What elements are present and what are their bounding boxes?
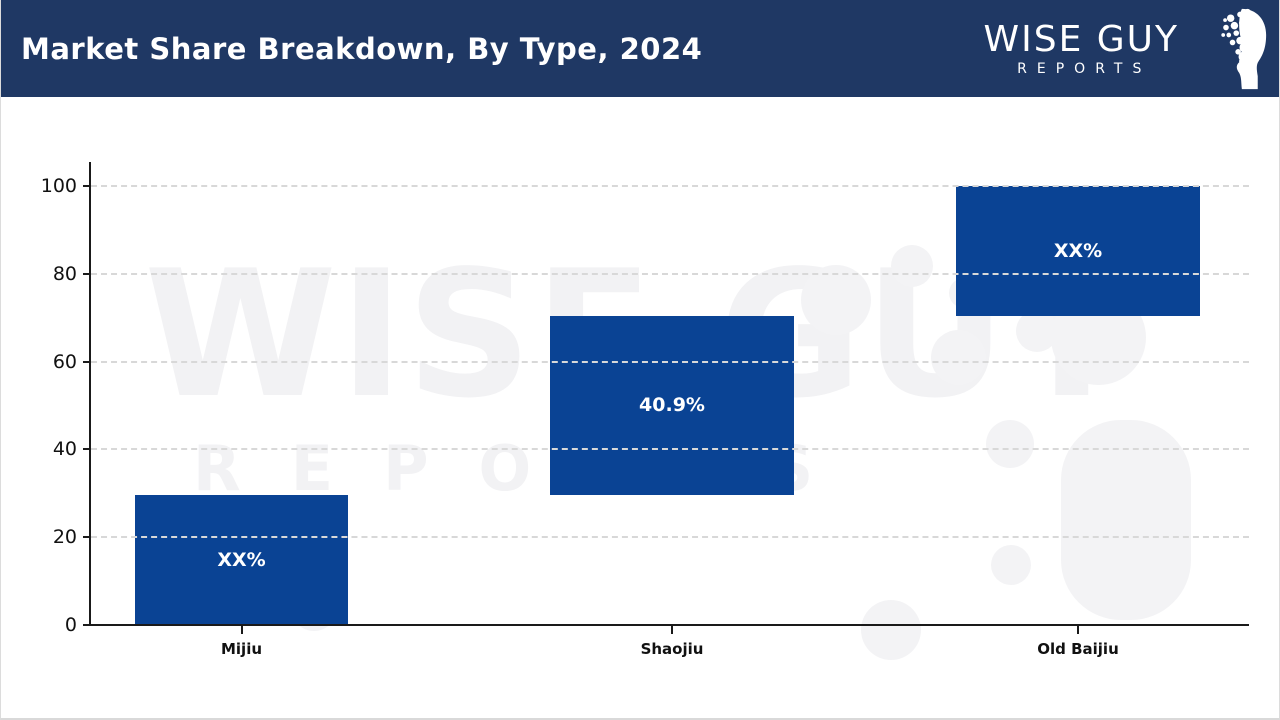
x-axis-category-label: Mijiu — [220, 640, 263, 658]
bar-value-label: 40.9% — [639, 394, 705, 417]
x-axis-category-label: Old Baijiu — [1037, 640, 1119, 658]
y-axis-tick-label: 60 — [52, 350, 77, 373]
logo-text: WISE GUY REPORTS — [983, 19, 1180, 78]
header-bar: Market Share Breakdown, By Type, 2024 WI… — [1, 0, 1279, 97]
x-axis-tick — [240, 626, 243, 634]
bar-shaojiu — [550, 315, 794, 496]
logo-subtitle: REPORTS — [1017, 61, 1152, 77]
watermark-dot — [931, 330, 986, 385]
x-axis-category-label: Shaojiu — [640, 640, 704, 658]
gridline-100 — [91, 185, 1249, 187]
watermark-dot — [891, 245, 933, 287]
y-axis-tick — [83, 448, 91, 451]
bar-value-label: XX% — [1053, 239, 1103, 262]
watermark-dot — [801, 265, 871, 335]
y-axis-tick-label: 20 — [52, 526, 77, 549]
x-axis-tick — [1077, 626, 1079, 634]
dotted-face-icon — [1221, 8, 1267, 90]
bar-value-label: XX% — [217, 549, 266, 572]
watermark-dot — [861, 600, 921, 660]
y-axis-tick-label: 80 — [52, 262, 77, 285]
gridline-20 — [91, 536, 1249, 539]
x-axis-tick — [671, 626, 673, 634]
y-axis-tick-label: 0 — [64, 614, 77, 636]
bar-old-baijiu — [956, 186, 1200, 316]
watermark-dot — [986, 420, 1034, 468]
page-title: Market Share Breakdown, By Type, 2024 — [21, 31, 703, 66]
gridline-40 — [91, 448, 1249, 451]
gridline-80 — [91, 272, 1249, 275]
y-axis-tick-label: 100 — [40, 175, 77, 197]
bar-mijiu — [135, 495, 348, 625]
x-axis-line — [89, 624, 1249, 626]
y-axis-line — [89, 162, 91, 626]
y-axis-tick — [83, 360, 91, 363]
wise-guy-reports-logo: WISE GUY REPORTS — [984, 6, 1269, 92]
watermark-dot — [1061, 420, 1191, 620]
y-axis-tick — [83, 272, 91, 275]
watermark-dot — [991, 545, 1031, 585]
y-axis-tick-label: 40 — [52, 438, 77, 461]
gridline-60 — [91, 360, 1249, 363]
y-axis-tick — [83, 536, 91, 539]
y-axis-tick — [83, 624, 91, 626]
y-axis-tick — [83, 185, 91, 187]
logo-wordmark: WISE GUY — [983, 19, 1179, 60]
